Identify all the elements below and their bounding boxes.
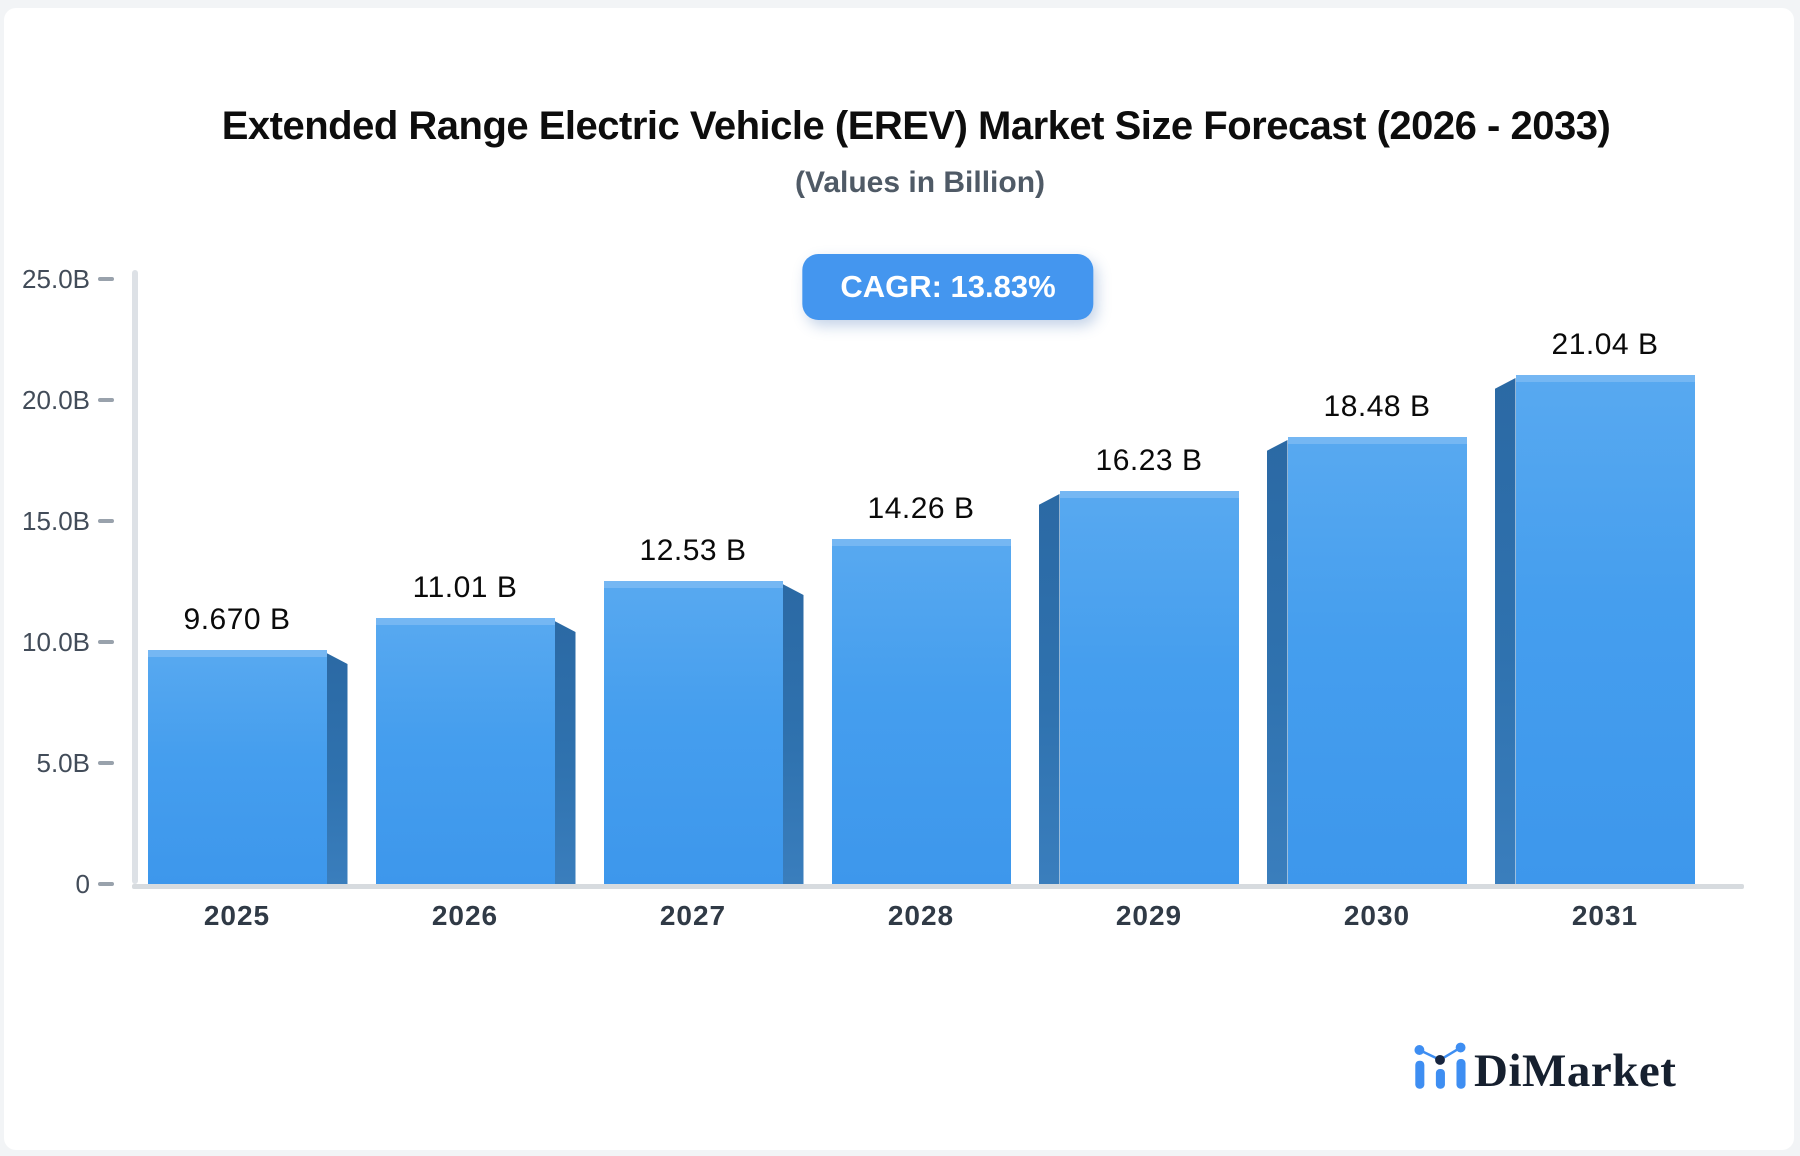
bar-value-label: 18.48 B (1323, 390, 1431, 423)
y-axis-line (132, 270, 138, 884)
bar-side-face (1494, 378, 1516, 884)
y-axis-tick (98, 277, 114, 281)
y-axis-tick (98, 882, 114, 886)
bar-2030 (1287, 437, 1467, 884)
y-axis-label: 25.0B (22, 264, 90, 294)
bar-value-label: 12.53 B (639, 534, 747, 567)
bar-2025 (147, 650, 327, 884)
chart-subtitle: (Values in Billion) (794, 166, 1046, 199)
x-axis-label: 2025 (203, 900, 271, 931)
x-axis-label: 2031 (1571, 900, 1639, 931)
y-axis-tick (98, 519, 114, 523)
y-axis-label: 15.0B (22, 506, 90, 536)
x-axis-label: 2027 (659, 900, 727, 931)
bar-2031 (1515, 375, 1695, 884)
dimarket-bar-chart-icon (1414, 1042, 1466, 1089)
bar-side-face (1038, 494, 1060, 884)
bar-value-label: 11.01 B (412, 571, 518, 604)
brand-logo: DiMarket (1412, 1036, 1702, 1100)
y-axis-label: 0 (75, 869, 90, 899)
bar-value-label: 14.26 B (867, 492, 975, 525)
chart-title: Extended Range Electric Vehicle (EREV) M… (221, 104, 1611, 148)
chart-card: Extended Range Electric Vehicle (EREV) M… (4, 8, 1794, 1150)
x-axis-label: 2026 (431, 900, 499, 931)
y-axis-label: 20.0B (22, 385, 90, 415)
brand-name: DiMarket (1474, 1045, 1677, 1097)
y-axis-tick (98, 398, 114, 402)
bar-side-face (1266, 440, 1288, 884)
bar-side-face (326, 653, 348, 884)
x-axis-label: 2030 (1343, 900, 1411, 931)
bar-value-label: 21.04 B (1551, 328, 1659, 361)
bar-2029 (1059, 491, 1239, 884)
y-axis-label: 5.0B (36, 748, 91, 778)
plot-area: 25.0B 20.0B 15.0B 10.0B 5.0B 0 9.670 B 2025 11.0… (4, 8, 1794, 1150)
cagr-badge: CAGR: 13.83% (802, 254, 1094, 320)
y-axis-tick (98, 761, 114, 765)
bar-value-label: 9.670 B (183, 603, 291, 636)
y-axis-tick (98, 640, 114, 644)
bar-2028 (831, 539, 1011, 884)
bar-side-face (782, 584, 804, 884)
bar-side-face (554, 621, 576, 884)
bar-2027 (603, 581, 783, 884)
bar-2026 (375, 618, 555, 884)
x-axis-label: 2028 (887, 900, 955, 931)
bar-value-label: 16.23 B (1095, 444, 1203, 477)
x-axis-line (132, 884, 1744, 889)
x-axis-label: 2029 (1115, 900, 1183, 931)
y-axis-label: 10.0B (22, 627, 90, 657)
